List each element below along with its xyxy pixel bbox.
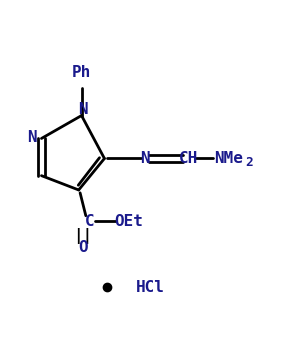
Text: OEt: OEt xyxy=(114,214,143,229)
Text: N: N xyxy=(78,102,88,117)
Text: N: N xyxy=(140,151,149,166)
Text: HCl: HCl xyxy=(136,280,165,295)
Text: Ph: Ph xyxy=(72,65,91,80)
Text: O: O xyxy=(78,240,88,255)
Text: NMe: NMe xyxy=(214,151,243,166)
Text: C: C xyxy=(85,214,95,229)
Text: CH: CH xyxy=(179,151,199,166)
Text: N: N xyxy=(27,129,36,145)
Text: 2: 2 xyxy=(245,156,253,169)
Text: ||: || xyxy=(73,228,92,244)
